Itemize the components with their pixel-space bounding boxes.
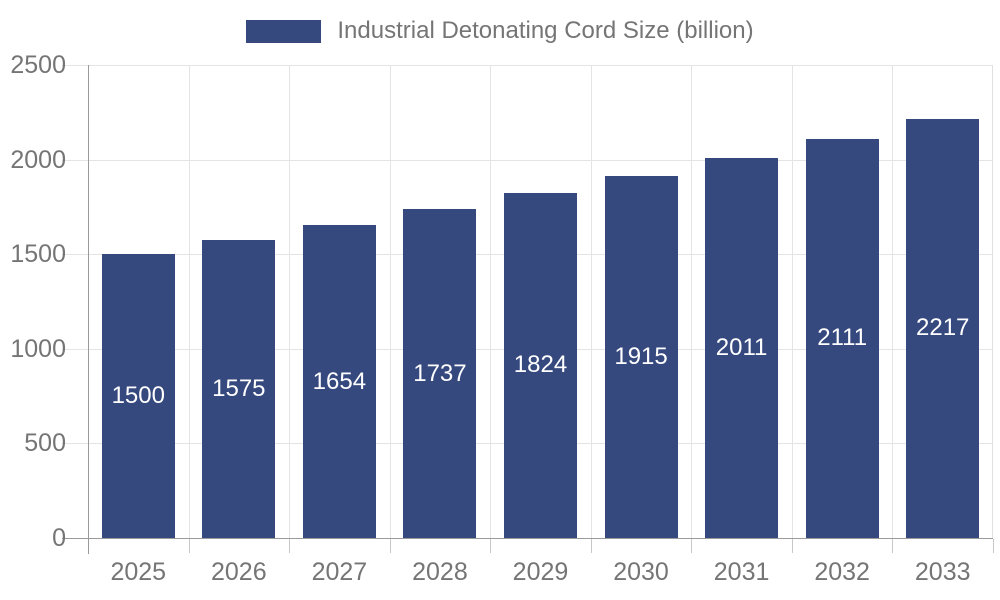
legend[interactable]: Industrial Detonating Cord Size (billion…	[0, 15, 1000, 47]
bar[interactable]: 1654	[302, 225, 376, 538]
bar-value-label: 1575	[212, 374, 266, 402]
bar-value-label: 1915	[614, 342, 668, 370]
plot-area: 1500 1575 1654 1737 1824 1915 2011 2111 2217 0 50…	[10, 51, 994, 586]
bar[interactable]: 2011	[705, 157, 779, 538]
bar-value-label: 1737	[413, 359, 467, 387]
y-tick-label: 0	[52, 524, 66, 552]
y-tick-label: 500	[24, 429, 66, 458]
x-tick-label: 2027	[311, 558, 368, 586]
x-tick-label: 2026	[211, 558, 267, 586]
y-tick-label: 2500	[10, 51, 66, 79]
v-gridline	[791, 65, 793, 538]
x-tick-label: 2029	[512, 558, 569, 586]
x-tick	[590, 539, 592, 553]
bar-value-label: 1824	[513, 351, 568, 379]
x-tick-label: 2030	[613, 558, 669, 586]
bar-value-label: 2011	[715, 333, 768, 361]
x-tick-label: 2025	[110, 558, 167, 586]
h-gridline	[62, 159, 993, 161]
bar-value-label: 2111	[817, 324, 868, 352]
y-tick-label: 2000	[10, 145, 66, 174]
plot-right-border	[992, 65, 993, 538]
bar[interactable]: 1500	[101, 254, 175, 538]
legend-swatch[interactable]	[246, 19, 322, 43]
bar[interactable]: 1575	[202, 240, 276, 538]
v-gridline	[188, 65, 190, 538]
x-tick	[993, 539, 994, 553]
bar[interactable]: 2111	[805, 138, 879, 538]
v-gridline	[289, 65, 291, 538]
x-tick	[490, 539, 492, 553]
bar[interactable]: 2217	[906, 118, 980, 538]
x-axis-line	[62, 538, 993, 539]
v-gridline	[490, 65, 492, 538]
v-gridline	[691, 65, 693, 538]
bar[interactable]: 1915	[604, 175, 678, 538]
bar-value-label: 1500	[111, 382, 165, 410]
y-tick-label: 1500	[10, 240, 66, 269]
x-tick	[389, 539, 391, 553]
x-tick-label: 2028	[412, 558, 468, 586]
bar[interactable]: 1737	[403, 209, 477, 538]
v-gridline	[590, 65, 592, 538]
bar-value-label: 2217	[916, 314, 970, 342]
y-axis-line	[88, 65, 89, 554]
y-tick-label: 1000	[10, 334, 66, 363]
legend-label[interactable]: Industrial Detonating Cord Size (billion…	[337, 17, 754, 44]
bar-value-label: 1654	[312, 367, 367, 395]
x-tick	[892, 539, 894, 553]
x-tick	[691, 539, 693, 553]
x-tick	[188, 539, 190, 553]
x-tick-label: 2031	[713, 558, 770, 586]
h-gridline	[62, 65, 993, 66]
bar[interactable]: 1824	[504, 192, 577, 538]
x-tick	[791, 539, 793, 553]
v-gridline	[389, 65, 391, 538]
x-tick-label: 2032	[814, 558, 870, 586]
v-gridline	[892, 65, 894, 538]
x-tick-label: 2033	[914, 558, 971, 586]
x-tick	[289, 539, 291, 553]
